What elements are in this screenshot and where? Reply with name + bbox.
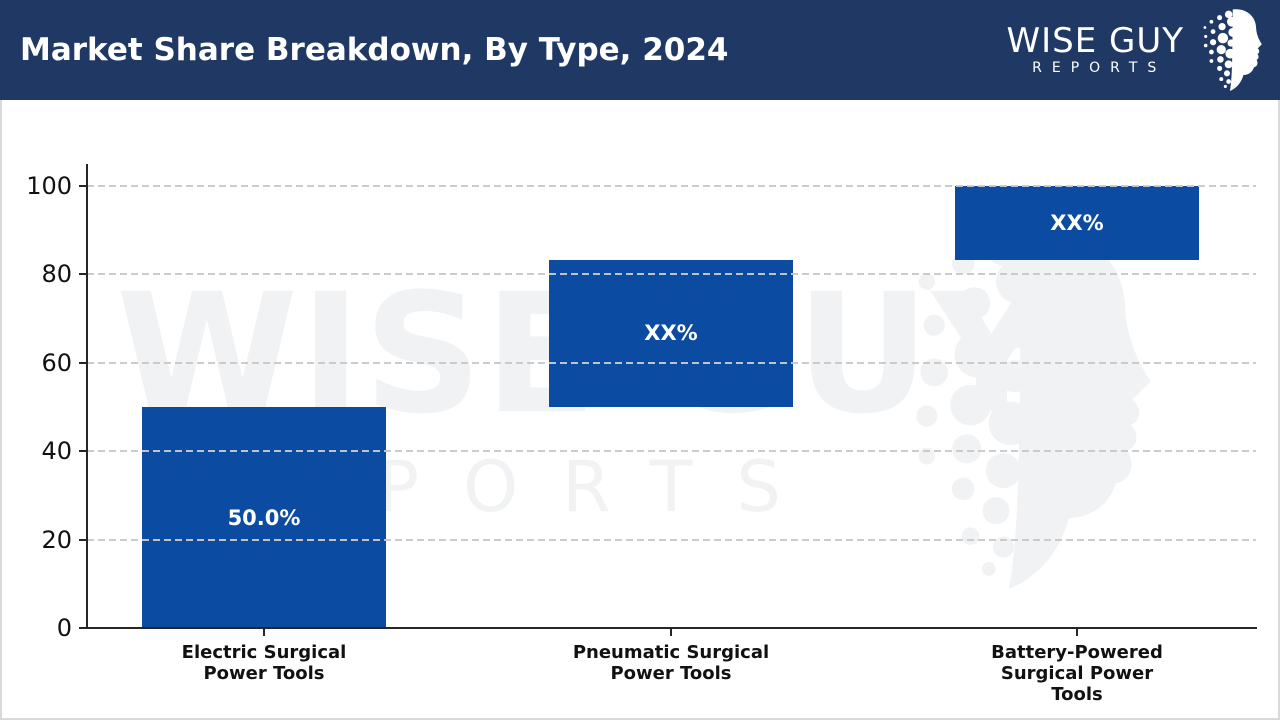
gridline-80 (87, 273, 1256, 276)
y-tick-mark (79, 538, 87, 541)
x-category-label: Pneumatic Surgical Power Tools (572, 642, 770, 684)
y-tick-label: 60 (41, 348, 72, 377)
gridline-100 (87, 185, 1256, 187)
y-tick-label: 0 (56, 614, 72, 642)
y-tick-label: 100 (26, 172, 72, 200)
gridline-40 (87, 450, 1256, 453)
x-axis-line (86, 627, 1257, 629)
logo-wordmark: WISE GUY (1006, 20, 1184, 61)
y-tick-mark (79, 627, 87, 629)
header: Market Share Breakdown, By Type, 2024 WI… (0, 0, 1280, 100)
y-tick-mark (79, 361, 87, 364)
y-tick-label: 80 (41, 260, 72, 289)
x-tick-mark (670, 629, 672, 636)
logo-subtitle: REPORTS (1032, 60, 1167, 77)
y-tick-label: 40 (41, 437, 72, 466)
x-tick-mark (263, 629, 265, 636)
y-tick-mark (79, 273, 87, 276)
wiseguy-logo: WISE GUY REPORTS (1006, 7, 1268, 93)
bar-segment (549, 259, 793, 407)
y-tick-label: 20 (41, 525, 72, 554)
logo-head-icon (1203, 9, 1262, 91)
bar-value-label: XX% (1050, 210, 1104, 235)
x-category-label: Battery-Powered Surgical Power Tools (991, 642, 1163, 705)
logo-text: WISE GUY REPORTS (1006, 20, 1184, 77)
x-category-label: Electric Surgical Power Tools (181, 642, 347, 684)
bar-value-label: 50.0% (227, 505, 301, 530)
y-axis-line (86, 164, 88, 629)
x-tick-mark (1076, 629, 1078, 636)
y-tick-mark (79, 185, 87, 187)
page-title: Market Share Breakdown, By Type, 2024 (20, 32, 729, 68)
y-tick-mark (79, 450, 87, 453)
gridline-60 (87, 361, 1256, 364)
gridline-20 (87, 538, 1256, 541)
bar-value-label: XX% (644, 321, 698, 346)
bar-segment (142, 407, 386, 628)
